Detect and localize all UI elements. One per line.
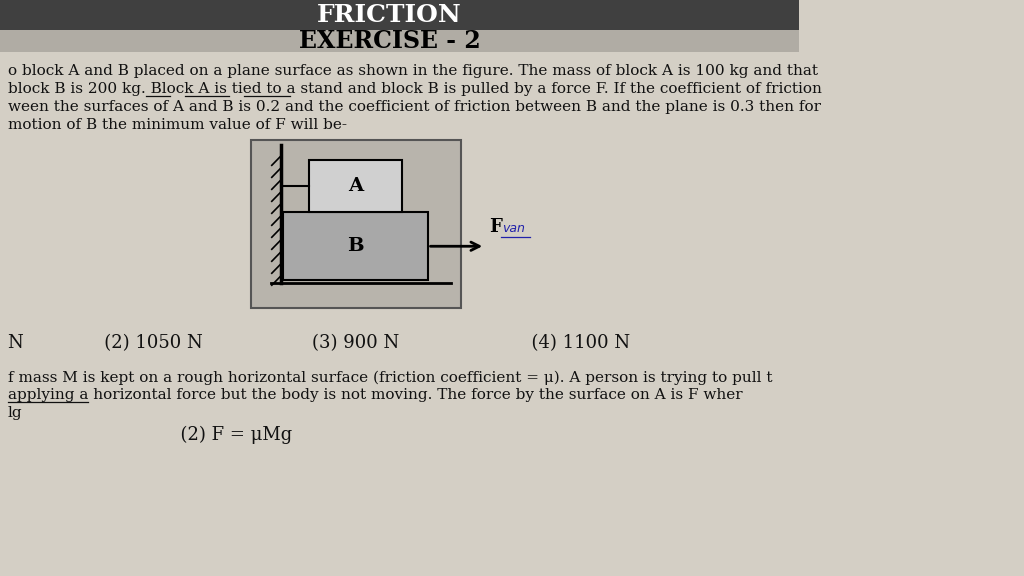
Text: B: B (347, 237, 364, 255)
Text: block B is 200 kg. Block A is tied to a stand and block B is pulled by a force F: block B is 200 kg. Block A is tied to a … (8, 82, 821, 96)
Text: FRICTION: FRICTION (317, 3, 462, 28)
Text: f mass M is kept on a rough horizontal surface (friction coefficient = μ). A per: f mass M is kept on a rough horizontal s… (8, 370, 772, 385)
Bar (284, 213, 428, 281)
Bar (309, 160, 401, 213)
Text: EXERCISE - 2: EXERCISE - 2 (299, 29, 480, 54)
Bar (0, 1, 799, 32)
Text: (2) F = μMg: (2) F = μMg (8, 426, 292, 444)
Text: N              (2) 1050 N                   (3) 900 N                       (4) : N (2) 1050 N (3) 900 N (4) (8, 334, 630, 352)
Text: F: F (489, 218, 502, 236)
Text: ween the surfaces of A and B is 0.2 and the coefficient of friction between B an: ween the surfaces of A and B is 0.2 and … (8, 100, 821, 115)
Text: motion of B the minimum value of F will be-: motion of B the minimum value of F will … (8, 118, 347, 132)
Text: applying a horizontal force but the body is not moving. The force by the surface: applying a horizontal force but the body… (8, 388, 742, 402)
Text: van: van (502, 222, 524, 235)
Bar (251, 141, 461, 308)
Text: A: A (348, 177, 364, 195)
Text: o block A and B placed on a plane surface as shown in the figure. The mass of bl: o block A and B placed on a plane surfac… (8, 65, 818, 78)
Text: lg: lg (8, 406, 23, 420)
Bar (0, 31, 799, 52)
